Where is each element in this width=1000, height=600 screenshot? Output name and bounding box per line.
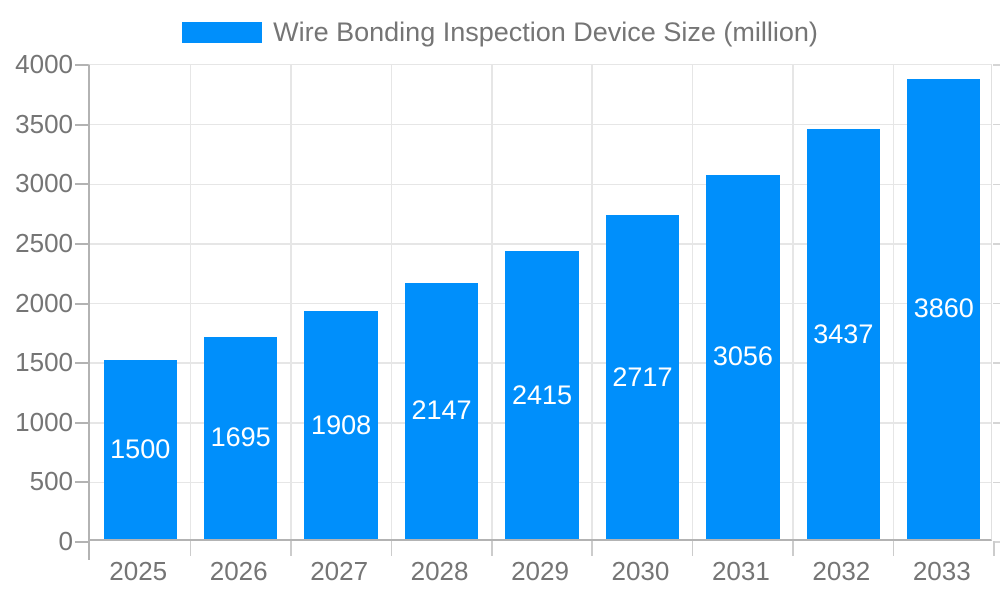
v-gridline [189, 65, 192, 539]
y-axis-tick [75, 421, 88, 424]
x-axis-tick [189, 541, 192, 556]
bar-2031: 3056 [706, 174, 780, 539]
y-axis-tick [75, 362, 88, 365]
bar-2027: 1908 [304, 311, 378, 539]
x-axis-tick [88, 541, 90, 560]
bar-2029: 2415 [505, 251, 579, 539]
bar-2025: 1500 [103, 360, 177, 539]
y-tick-label: 4000 [15, 49, 73, 79]
h-gridline [90, 183, 991, 185]
y-axis-tick-right [992, 541, 1000, 543]
x-tick-label: 2028 [410, 556, 469, 586]
x-tick-label: 2025 [109, 556, 168, 586]
y-tick-label: 3000 [15, 168, 73, 199]
y-axis-tick-right [992, 302, 1000, 305]
x-tick-label: 2029 [511, 556, 569, 586]
y-axis-tick [75, 183, 88, 186]
bar-value-label: 2415 [511, 379, 573, 410]
bar-2026: 1695 [204, 336, 278, 539]
legend-label: Wire Bonding Inspection Device Size (mil… [273, 16, 818, 47]
x-tick-label: 2030 [611, 556, 670, 586]
y-axis-tick-right [992, 362, 1000, 364]
y-tick-label: 0 [58, 526, 73, 556]
bar-2032: 3437 [806, 129, 880, 539]
y-tick-label: 2000 [15, 287, 73, 318]
y-tick-label: 500 [29, 466, 73, 497]
chart-legend: Wire Bonding Inspection Device Size (mil… [0, 16, 1000, 48]
x-axis-tick [491, 541, 493, 556]
y-axis-tick-right [992, 243, 1000, 245]
h-gridline [90, 123, 991, 126]
y-tick-label: 1000 [15, 406, 73, 437]
bar-value-label: 1500 [110, 434, 171, 465]
x-axis-tick [591, 541, 593, 556]
y-axis-tick [75, 481, 88, 484]
x-axis-tick [792, 541, 794, 556]
v-gridline [691, 65, 694, 539]
y-axis-tick [75, 242, 88, 245]
y-axis-tick [75, 64, 88, 66]
y-tick-label: 3500 [15, 108, 73, 139]
x-axis-tick [390, 541, 393, 556]
y-axis-tick-right [992, 64, 1000, 66]
x-tick-label: 2031 [711, 556, 770, 586]
v-gridline [792, 65, 794, 539]
y-axis-tick-right [992, 123, 1000, 126]
x-tick-label: 2032 [812, 556, 871, 586]
bar-value-label: 1908 [311, 409, 372, 440]
x-axis-tick [290, 541, 292, 556]
legend-swatch [182, 21, 263, 43]
v-gridline [591, 65, 593, 539]
y-axis-tick [75, 302, 88, 305]
v-gridline [892, 65, 895, 539]
v-gridline [390, 65, 393, 539]
bar-value-label: 2717 [612, 361, 673, 392]
bar-2033: 3860 [907, 78, 981, 539]
y-axis-tick [75, 541, 88, 543]
x-axis-tick [691, 541, 694, 556]
bar-value-label: 2147 [411, 395, 472, 426]
x-axis-tick [892, 541, 895, 556]
bar-value-label: 3860 [913, 293, 974, 324]
bar-value-label: 3056 [712, 341, 773, 372]
x-tick-label: 2033 [912, 556, 971, 586]
y-axis-tick-right [992, 422, 1000, 424]
bar-2028: 2147 [404, 282, 479, 539]
v-gridline [290, 65, 292, 539]
v-gridline [491, 65, 493, 539]
x-tick-label: 2026 [209, 556, 268, 586]
h-gridline [90, 243, 991, 245]
bar-2030: 2717 [605, 215, 680, 539]
x-axis-tick [993, 541, 995, 556]
y-axis-tick [75, 123, 88, 126]
y-axis-tick-right [992, 481, 1000, 484]
bar-value-label: 3437 [813, 318, 874, 349]
x-tick-label: 2027 [310, 556, 369, 586]
y-tick-label: 2500 [15, 227, 73, 258]
y-axis-tick-right [992, 183, 1000, 185]
y-axis-labels: 0 500 1000 1500 2000 2500 3000 3500 4000 [0, 0, 73, 600]
plot-area: 1500 1695 1908 2147 2415 2717 3056 3437 3860 [75, 64, 1000, 560]
y-tick-label: 1500 [15, 347, 73, 378]
bar-value-label: 1695 [210, 422, 271, 453]
